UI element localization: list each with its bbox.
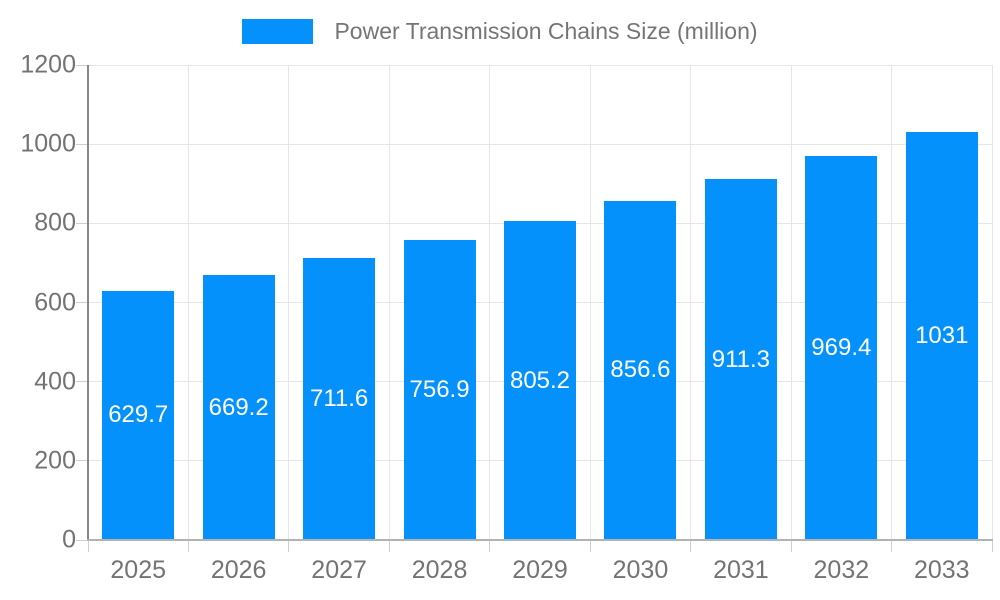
- x-tick: [87, 540, 89, 552]
- v-gridline: [589, 65, 591, 540]
- y-axis-label: 400: [34, 367, 76, 396]
- y-tick: [76, 302, 88, 303]
- bar-value-label: 711.6: [309, 385, 369, 413]
- v-gridline: [991, 65, 993, 540]
- bar-value-label: 756.9: [409, 376, 470, 404]
- v-gridline: [891, 65, 893, 540]
- x-tick: [489, 540, 491, 552]
- bar-value-label: 969.4: [811, 334, 872, 362]
- bar-value-label: 805.2: [509, 366, 571, 394]
- bar-value-label: 856.6: [610, 356, 671, 384]
- x-tick: [388, 540, 390, 552]
- y-tick: [76, 143, 88, 145]
- y-tick: [76, 460, 88, 462]
- y-axis-label: 1000: [20, 129, 76, 158]
- legend[interactable]: Power Transmission Chains Size (million): [0, 18, 1000, 45]
- v-gridline: [288, 65, 290, 540]
- bar-2030: [604, 200, 677, 540]
- bar-value-label: 629.7: [108, 401, 169, 429]
- y-axis-label: 600: [34, 288, 76, 316]
- x-axis-label: 2027: [311, 556, 367, 584]
- v-gridline: [187, 65, 189, 540]
- bar-value-label: 669.2: [208, 393, 269, 421]
- bar-2026: [202, 275, 275, 540]
- x-axis-label: 2031: [713, 556, 769, 584]
- x-axis-label: 2030: [612, 556, 669, 584]
- x-axis-label: 2025: [110, 556, 167, 584]
- x-tick: [891, 540, 893, 552]
- x-tick: [690, 540, 692, 552]
- x-axis-label: 2028: [411, 556, 468, 584]
- x-axis-label: 2033: [913, 556, 970, 584]
- y-axis-line: [87, 65, 89, 540]
- x-tick: [790, 540, 792, 552]
- x-tick: [187, 540, 189, 552]
- h-gridline: [88, 143, 992, 145]
- x-axis-label: 2026: [210, 556, 267, 584]
- h-gridline: [88, 64, 992, 66]
- legend-label: Power Transmission Chains Size (million): [334, 18, 758, 44]
- bar-value-label: 1031: [915, 321, 969, 349]
- bar-2032: [805, 156, 878, 540]
- bar-2031: [704, 179, 777, 540]
- y-tick: [76, 381, 88, 383]
- bar-2027: [303, 258, 376, 540]
- bar-2033: [905, 131, 978, 540]
- y-axis-label: 800: [34, 208, 76, 237]
- x-tick: [589, 540, 591, 552]
- bar-2028: [403, 240, 476, 540]
- v-gridline: [388, 65, 390, 540]
- v-gridline: [690, 65, 692, 540]
- y-axis-label: 0: [62, 525, 76, 554]
- y-axis-label: 1200: [20, 50, 76, 79]
- x-axis-label: 2029: [512, 556, 568, 584]
- x-tick: [991, 540, 993, 552]
- v-gridline: [790, 65, 792, 540]
- y-axis-label: 200: [34, 446, 76, 475]
- bar-value-label: 911.3: [711, 345, 771, 373]
- x-axis-label: 2032: [813, 556, 870, 584]
- bar-2025: [102, 290, 175, 540]
- x-tick: [288, 540, 290, 552]
- y-tick: [76, 539, 88, 541]
- bar-2029: [504, 221, 576, 540]
- x-axis-line: [87, 539, 993, 541]
- y-tick: [76, 222, 88, 224]
- legend-swatch-icon: [242, 19, 314, 44]
- v-gridline: [489, 65, 491, 540]
- y-tick: [76, 64, 88, 66]
